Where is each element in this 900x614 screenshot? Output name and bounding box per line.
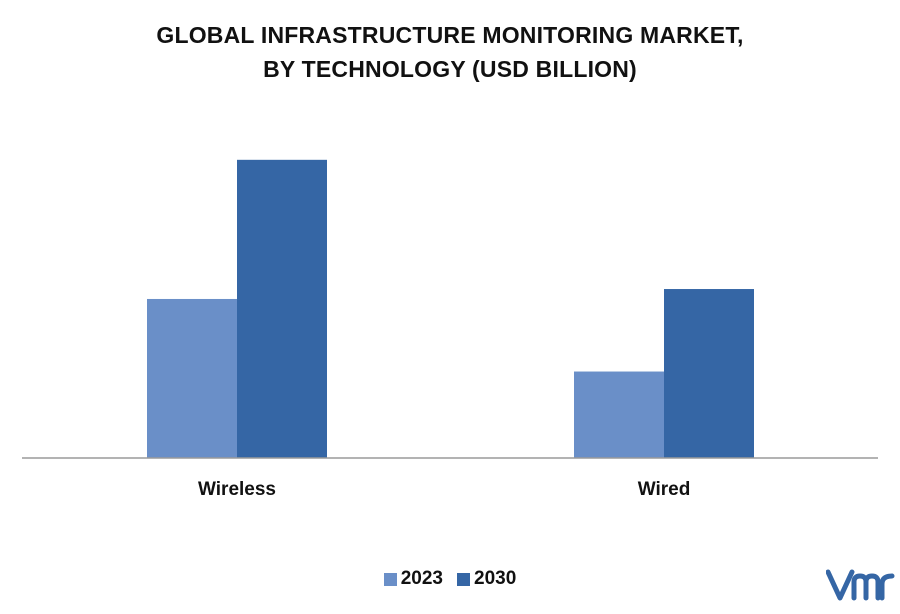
- legend-swatch-2023: [383, 572, 397, 586]
- chart-title: GLOBAL INFRASTRUCTURE MONITORING MARKET,…: [0, 18, 900, 86]
- bar-wireless-2030: [237, 159, 327, 458]
- category-label-wired: Wired: [638, 479, 691, 500]
- legend-label-2023: 2023: [400, 568, 443, 589]
- legend-item-2023: 2023: [383, 568, 443, 590]
- bar-wired-2023: [574, 371, 664, 458]
- legend-label-2030: 2030: [474, 568, 517, 589]
- chart-title-line-1: GLOBAL INFRASTRUCTURE MONITORING MARKET,: [156, 22, 744, 48]
- vmr-logo-icon: [826, 569, 895, 601]
- chart-title-line-2: BY TECHNOLOGY (USD BILLION): [263, 56, 637, 82]
- bar-group: [147, 159, 754, 458]
- category-label-wireless: Wireless: [198, 479, 276, 500]
- legend-swatch-2030: [457, 572, 470, 586]
- bar-wired-2030: [664, 289, 754, 458]
- legend: 2023 2030: [0, 568, 900, 590]
- bar-wireless-2023: [147, 298, 237, 458]
- legend-item-2030: 2030: [457, 568, 516, 590]
